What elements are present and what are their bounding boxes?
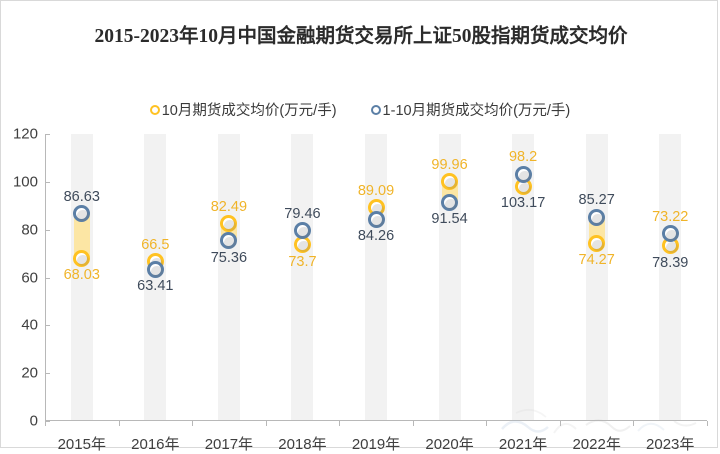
x-axis-tick: [486, 421, 488, 426]
x-axis-label: 2020年: [425, 436, 474, 453]
x-axis-line: [45, 420, 707, 421]
value-connector-bar: [73, 213, 90, 259]
data-point-label-october: 74.27: [578, 252, 615, 269]
background-band: [512, 134, 535, 421]
y-axis-tick: [45, 229, 50, 231]
x-axis-label: 2021年: [498, 436, 548, 453]
chart-title: 2015-2023年10月中国金融期货交易所上证50股指期货成交均价: [94, 26, 628, 47]
x-axis-label: 2022年: [572, 436, 621, 453]
data-point-marker-october[interactable]: [441, 173, 459, 191]
x-axis-tick: [559, 421, 561, 426]
data-point-marker-october[interactable]: [73, 249, 91, 267]
y-axis-label: 40: [21, 316, 38, 334]
data-point-label-october: 82.49: [210, 198, 248, 215]
y-axis-tick: [45, 325, 50, 327]
y-axis-tick: [45, 421, 50, 422]
x-axis-tick: [707, 421, 708, 426]
data-point-marker-jan-oct[interactable]: [73, 205, 91, 223]
data-point-label-jan-oct: 103.17: [500, 195, 546, 212]
x-axis-label: 2023年: [646, 436, 695, 453]
legend-label-jan-oct: 1-10月期货成交均价(万元/手): [382, 103, 571, 119]
data-point-marker-jan-oct[interactable]: [661, 225, 679, 243]
background-band: [659, 134, 682, 421]
data-point-marker-jan-oct[interactable]: [293, 222, 311, 240]
data-point-label-october: 99.96: [431, 156, 468, 173]
data-point-label-october: 66.5: [141, 236, 170, 253]
legend-label-october: 10月期货成交均价(万元/手): [161, 103, 337, 119]
data-point-marker-jan-oct[interactable]: [367, 210, 385, 228]
x-axis-label: 2016年: [131, 436, 180, 453]
data-point-marker-jan-oct[interactable]: [514, 165, 532, 183]
data-point-label-jan-oct: 85.27: [578, 192, 615, 209]
background-band: [585, 134, 608, 421]
legend-item-october[interactable]: 10月期货成交均价(万元/手): [149, 99, 337, 120]
x-axis-label: 2017年: [204, 436, 254, 453]
data-point-label-jan-oct: 79.46: [284, 205, 321, 222]
data-point-label-jan-oct: 91.54: [431, 211, 468, 228]
x-axis-label: 2018年: [278, 436, 327, 453]
data-point-marker-october[interactable]: [588, 234, 606, 252]
data-point-marker-october[interactable]: [220, 215, 238, 233]
data-point-label-october: 98.2: [508, 149, 538, 166]
background-band: [365, 134, 387, 421]
data-point-label-jan-oct: 86.63: [63, 188, 100, 205]
y-axis-tick: [45, 373, 50, 375]
data-point-label-jan-oct: 63.41: [137, 278, 174, 295]
y-axis-label: 60: [21, 269, 38, 286]
y-axis-label: 0: [29, 412, 38, 430]
x-axis-tick: [265, 421, 267, 426]
x-axis-label: 2015年: [57, 436, 106, 453]
x-axis-tick: [118, 421, 120, 426]
background-band: [217, 134, 240, 421]
y-axis-label: 100: [12, 173, 38, 191]
data-point-marker-jan-oct[interactable]: [146, 260, 164, 278]
x-axis-tick: [412, 421, 414, 426]
plot-area: 0 20 40 60 80 100 120 2015年 2016年 2017年 2018年 2019…: [13, 126, 708, 453]
circle-outline-yellow-icon: [149, 104, 160, 115]
data-point-label-october: 89.09: [357, 182, 395, 199]
background-band: [291, 134, 314, 421]
data-point-label-jan-oct: 75.36: [210, 249, 248, 266]
x-axis-label: 2019年: [351, 436, 401, 453]
chart-legend: 10月期货成交均价(万元/手) 1-10月期货成交均价(万元/手): [1, 99, 719, 120]
data-point-marker-jan-oct[interactable]: [441, 193, 459, 211]
data-point-label-jan-oct: 84.26: [357, 228, 395, 245]
y-axis-label: 80: [21, 221, 38, 239]
x-axis-tick: [45, 421, 46, 426]
y-axis-label: 120: [12, 125, 38, 143]
data-point-marker-jan-oct[interactable]: [220, 232, 238, 250]
legend-item-jan-oct[interactable]: 1-10月期货成交均价(万元/手): [370, 99, 571, 120]
y-axis-tick: [45, 277, 50, 279]
x-axis-tick: [339, 421, 341, 426]
data-point-label-october: 73.7: [288, 253, 317, 270]
y-axis-label: 20: [21, 364, 38, 382]
data-point-marker-jan-oct[interactable]: [588, 208, 606, 226]
x-axis-tick: [633, 421, 635, 426]
plot-inner: 0 20 40 60 80 100 120 2015年 2016年 2017年 2018年 2019…: [13, 126, 708, 453]
y-axis-tick: [45, 134, 50, 135]
data-point-label-october: 73.22: [652, 208, 689, 225]
circle-outline-blue-icon: [370, 104, 381, 115]
x-axis-tick: [192, 421, 194, 426]
y-axis-tick: [45, 181, 50, 183]
data-point-label-jan-oct: 78.39: [652, 254, 689, 271]
data-point-label-october: 68.03: [63, 267, 100, 284]
